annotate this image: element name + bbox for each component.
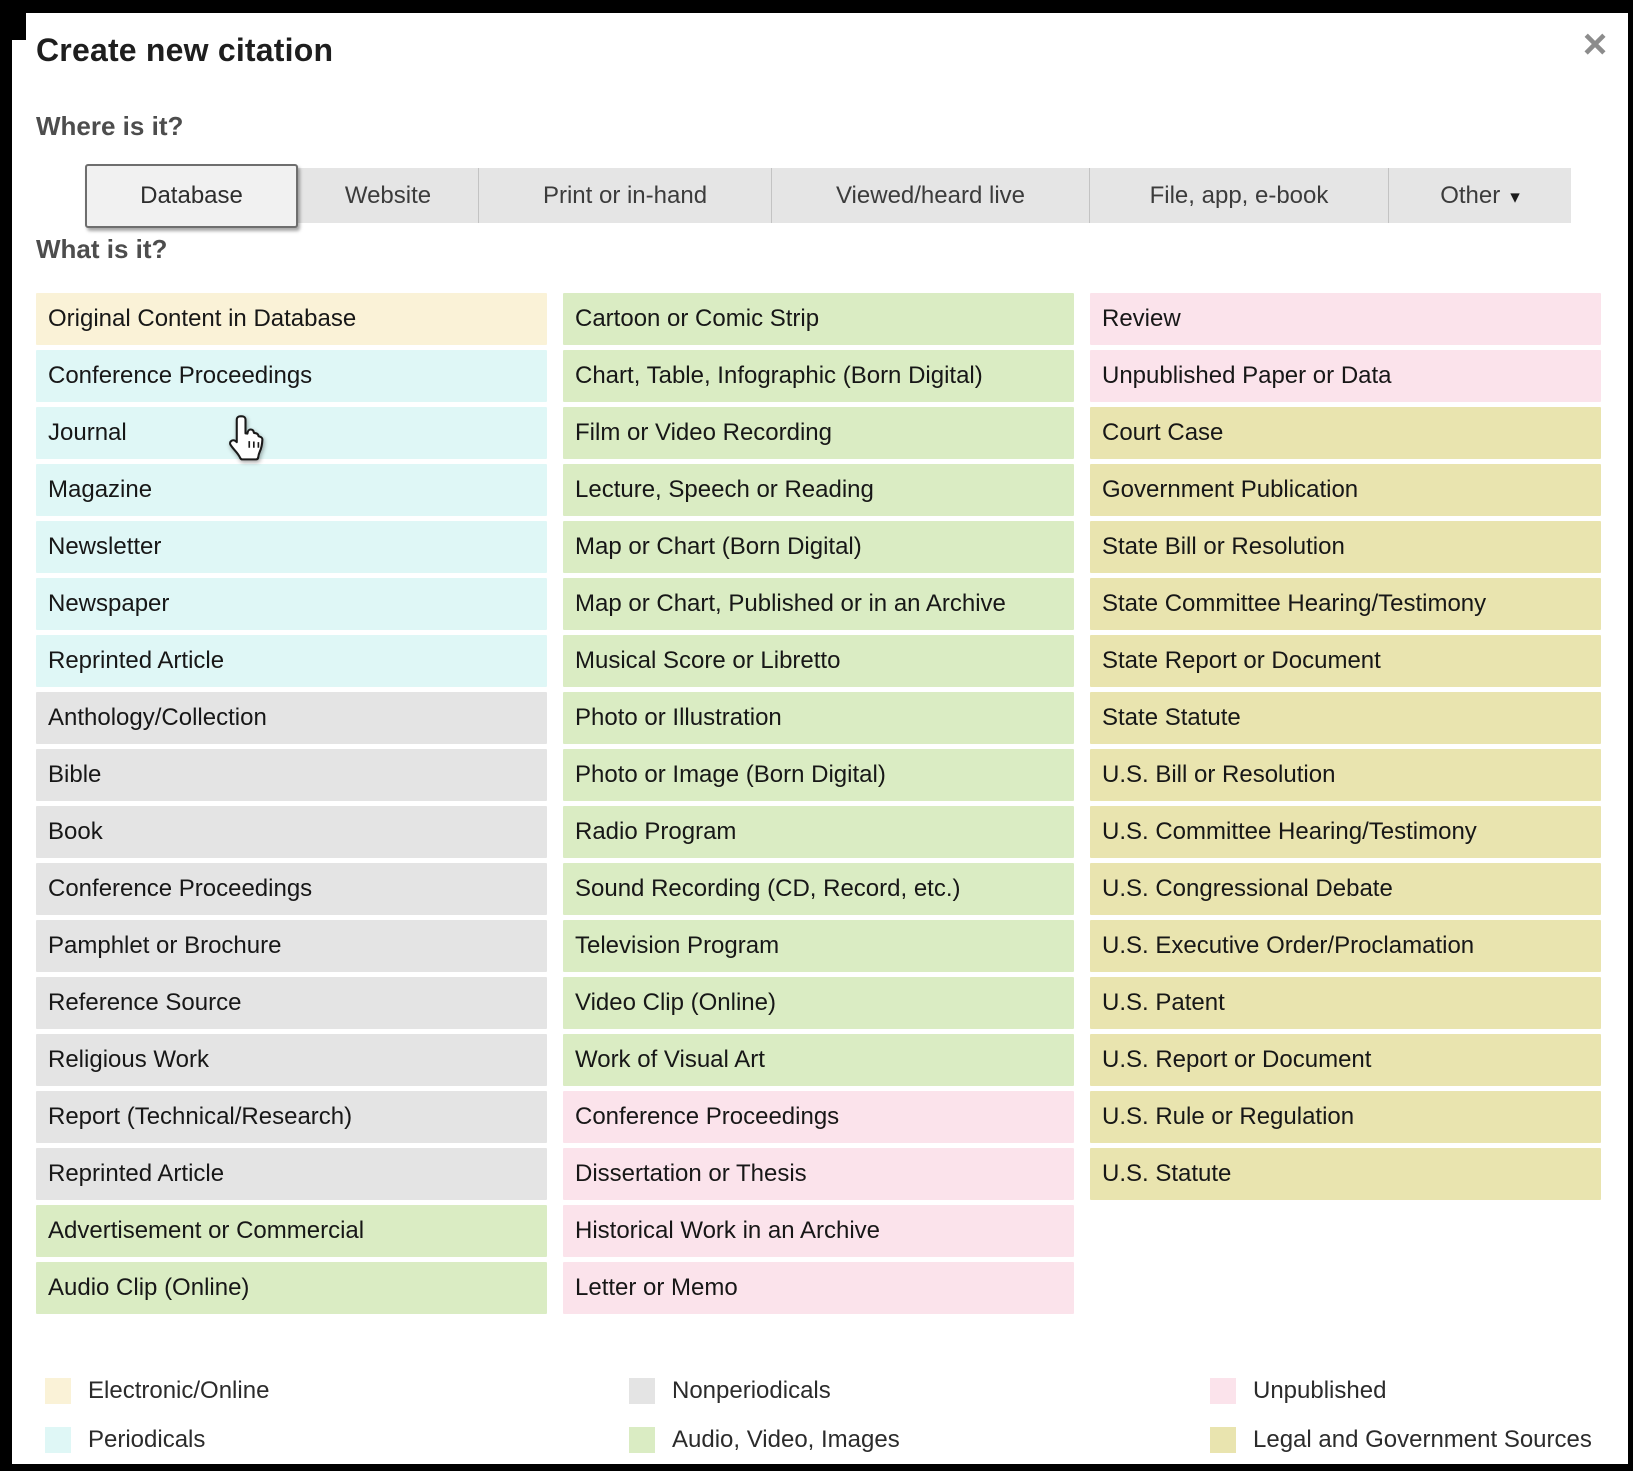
- tab-label: Viewed/heard live: [835, 181, 1025, 209]
- citation-type-newspaper[interactable]: Newspaper: [36, 578, 547, 630]
- citation-type-u-s-patent[interactable]: U.S. Patent: [1090, 977, 1601, 1029]
- citation-type-film-or-video-recording[interactable]: Film or Video Recording: [563, 407, 1074, 459]
- legend-item-electronic-online: Electronic/Online: [45, 1378, 269, 1404]
- citation-type-religious-work[interactable]: Religious Work: [36, 1034, 547, 1086]
- legend-swatch-unpublished: [1210, 1378, 1236, 1404]
- citation-type-conference-proceedings[interactable]: Conference Proceedings: [563, 1091, 1074, 1143]
- tab-label: Website: [344, 181, 432, 209]
- tab-label: File, app, e-book: [1149, 181, 1329, 209]
- legend-item-nonperiodicals: Nonperiodicals: [629, 1378, 831, 1404]
- legend-label: Legal and Government Sources: [1253, 1426, 1592, 1453]
- citation-type-pamphlet-or-brochure[interactable]: Pamphlet or Brochure: [36, 920, 547, 972]
- citation-type-photo-or-image-born-digital[interactable]: Photo or Image (Born Digital): [563, 749, 1074, 801]
- citation-type-report-technical-research[interactable]: Report (Technical/Research): [36, 1091, 547, 1143]
- legend-label: Audio, Video, Images: [672, 1426, 900, 1453]
- citation-type-state-report-or-document[interactable]: State Report or Document: [1090, 635, 1601, 687]
- legend-item-periodicals: Periodicals: [45, 1427, 205, 1453]
- citation-type-u-s-bill-or-resolution[interactable]: U.S. Bill or Resolution: [1090, 749, 1601, 801]
- citation-type-state-committee-hearing-testimony[interactable]: State Committee Hearing/Testimony: [1090, 578, 1601, 630]
- legend-item-unpublished: Unpublished: [1210, 1378, 1386, 1404]
- citation-type-journal[interactable]: Journal: [36, 407, 547, 459]
- citation-type-dissertation-or-thesis[interactable]: Dissertation or Thesis: [563, 1148, 1074, 1200]
- citation-type-map-or-chart-published-or-in-an-archive[interactable]: Map or Chart, Published or in an Archive: [563, 578, 1074, 630]
- tab-print-or-in-hand[interactable]: Print or in-hand: [478, 168, 771, 223]
- citation-type-column: Cartoon or Comic Strip Chart, Table, Info…: [563, 293, 1074, 1314]
- citation-type-reprinted-article[interactable]: Reprinted Article: [36, 1148, 547, 1200]
- tab-file-app-e-book[interactable]: File, app, e-book: [1089, 168, 1388, 223]
- citation-type-chart-table-infographic-born-digital[interactable]: Chart, Table, Infographic (Born Digital): [563, 350, 1074, 402]
- citation-type-magazine[interactable]: Magazine: [36, 464, 547, 516]
- citation-type-court-case[interactable]: Court Case: [1090, 407, 1601, 459]
- dialog-title: Create new citation: [36, 32, 334, 68]
- tab-other[interactable]: Other ▾: [1388, 168, 1571, 223]
- legend-swatch-audio-video-images: [629, 1427, 655, 1453]
- citation-type-u-s-report-or-document[interactable]: U.S. Report or Document: [1090, 1034, 1601, 1086]
- citation-type-letter-or-memo[interactable]: Letter or Memo: [563, 1262, 1074, 1314]
- citation-type-musical-score-or-libretto[interactable]: Musical Score or Libretto: [563, 635, 1074, 687]
- tab-label: Other: [1440, 181, 1501, 209]
- citation-type-work-of-visual-art[interactable]: Work of Visual Art: [563, 1034, 1074, 1086]
- legend-item-legal-and-government-sources: Legal and Government Sources: [1210, 1427, 1592, 1453]
- citation-type-reprinted-article[interactable]: Reprinted Article: [36, 635, 547, 687]
- citation-type-original-content-in-database[interactable]: Original Content in Database: [36, 293, 547, 345]
- legend-swatch-nonperiodicals: [629, 1378, 655, 1404]
- citation-type-sound-recording-cd-record-etc[interactable]: Sound Recording (CD, Record, etc.): [563, 863, 1074, 915]
- legend-swatch-electronic-online: [45, 1378, 71, 1404]
- legend-swatch-periodicals: [45, 1427, 71, 1453]
- source-location-tab-bar: Database Website Print or in-hand Viewed/he…: [85, 163, 1571, 228]
- citation-type-column: Review Unpublished Paper or Data Court Cas…: [1090, 293, 1601, 1200]
- citation-type-u-s-rule-or-regulation[interactable]: U.S. Rule or Regulation: [1090, 1091, 1601, 1143]
- citation-type-cartoon-or-comic-strip[interactable]: Cartoon or Comic Strip: [563, 293, 1074, 345]
- citation-type-column: Original Content in Database Conference P…: [36, 293, 547, 1314]
- citation-type-reference-source[interactable]: Reference Source: [36, 977, 547, 1029]
- citation-type-conference-proceedings[interactable]: Conference Proceedings: [36, 863, 547, 915]
- citation-type-u-s-statute[interactable]: U.S. Statute: [1090, 1148, 1601, 1200]
- citation-type-u-s-congressional-debate[interactable]: U.S. Congressional Debate: [1090, 863, 1601, 915]
- citation-type-video-clip-online[interactable]: Video Clip (Online): [563, 977, 1074, 1029]
- close-icon[interactable]: ×: [1582, 20, 1608, 67]
- legend-label: Periodicals: [88, 1426, 206, 1453]
- legend-label: Electronic/Online: [88, 1377, 270, 1404]
- citation-type-audio-clip-online[interactable]: Audio Clip (Online): [36, 1262, 547, 1314]
- citation-type-map-or-chart-born-digital[interactable]: Map or Chart (Born Digital): [563, 521, 1074, 573]
- citation-type-historical-work-in-an-archive[interactable]: Historical Work in an Archive: [563, 1205, 1074, 1257]
- legend-label: Nonperiodicals: [672, 1377, 831, 1404]
- window-corner-notch: [0, 0, 26, 40]
- citation-type-photo-or-illustration[interactable]: Photo or Illustration: [563, 692, 1074, 744]
- citation-type-u-s-committee-hearing-testimony[interactable]: U.S. Committee Hearing/Testimony: [1090, 806, 1601, 858]
- what-is-it-label: What is it?: [36, 234, 168, 264]
- create-citation-dialog: Create new citation × Where is it? Datab…: [12, 13, 1628, 1464]
- citation-type-newsletter[interactable]: Newsletter: [36, 521, 547, 573]
- where-is-it-label: Where is it?: [36, 111, 184, 141]
- legend-item-audio-video-images: Audio, Video, Images: [629, 1427, 900, 1453]
- citation-type-unpublished-paper-or-data[interactable]: Unpublished Paper or Data: [1090, 350, 1601, 402]
- citation-type-bible[interactable]: Bible: [36, 749, 547, 801]
- tab-label: Print or in-hand: [542, 181, 708, 209]
- citation-type-television-program[interactable]: Television Program: [563, 920, 1074, 972]
- citation-type-lecture-speech-or-reading[interactable]: Lecture, Speech or Reading: [563, 464, 1074, 516]
- legend-label: Unpublished: [1253, 1377, 1387, 1404]
- citation-type-conference-proceedings[interactable]: Conference Proceedings: [36, 350, 547, 402]
- tab-website[interactable]: Website: [298, 168, 478, 223]
- citation-type-radio-program[interactable]: Radio Program: [563, 806, 1074, 858]
- tab-label: Database: [140, 181, 243, 209]
- citation-type-u-s-executive-order-proclamation[interactable]: U.S. Executive Order/Proclamation: [1090, 920, 1601, 972]
- chevron-down-icon: ▾: [1510, 186, 1520, 208]
- citation-type-government-publication[interactable]: Government Publication: [1090, 464, 1601, 516]
- citation-type-book[interactable]: Book: [36, 806, 547, 858]
- tab-database[interactable]: Database: [85, 163, 298, 228]
- legend-swatch-legal-and-government-sources: [1210, 1427, 1236, 1453]
- citation-type-anthology-collection[interactable]: Anthology/Collection: [36, 692, 547, 744]
- citation-type-advertisement-or-commercial[interactable]: Advertisement or Commercial: [36, 1205, 547, 1257]
- tab-viewed-heard-live[interactable]: Viewed/heard live: [771, 168, 1089, 223]
- citation-type-state-bill-or-resolution[interactable]: State Bill or Resolution: [1090, 521, 1601, 573]
- citation-type-review[interactable]: Review: [1090, 293, 1601, 345]
- citation-type-state-statute[interactable]: State Statute: [1090, 692, 1601, 744]
